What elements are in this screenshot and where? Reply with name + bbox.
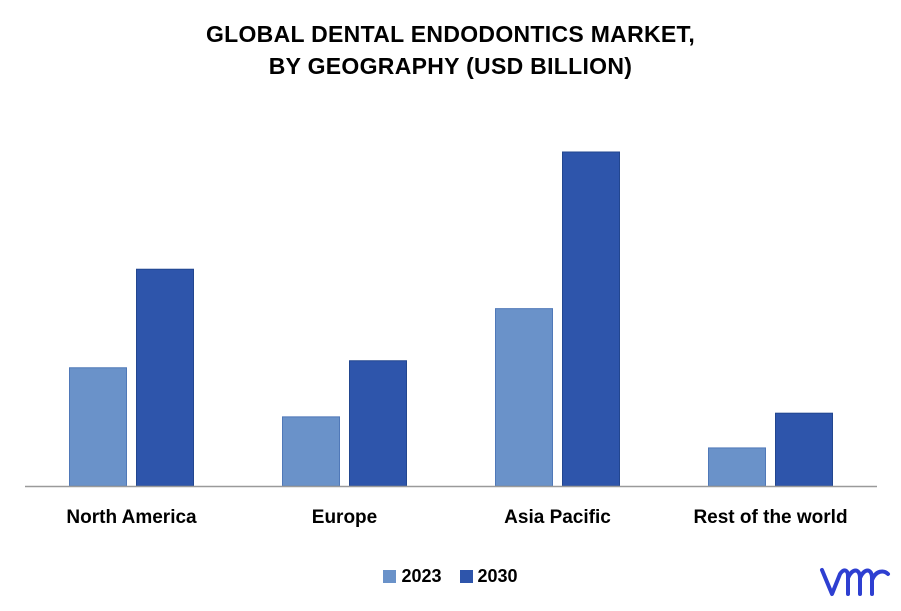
bar-2030-asia-pacific xyxy=(562,151,620,487)
legend-label-2023: 2023 xyxy=(401,566,442,586)
chart-title-line2: BY GEOGRAPHY (USD BILLION) xyxy=(268,53,633,79)
bar-2023-north-america xyxy=(69,367,127,487)
bar-2023-europe xyxy=(282,416,340,487)
legend-label-2030: 2030 xyxy=(477,566,518,586)
legend-swatch-2023 xyxy=(383,570,397,583)
chart-title-line1: GLOBAL DENTAL ENDODONTICS MARKET, xyxy=(205,21,696,47)
bar-2030-rest-of-the-world xyxy=(775,412,833,487)
bar-2023-asia-pacific xyxy=(495,308,553,487)
x-tick-label: North America xyxy=(66,507,197,528)
chart-title: GLOBAL DENTAL ENDODONTICS MARKET, BY GEO… xyxy=(0,18,901,82)
legend-swatch-2030 xyxy=(459,570,473,583)
bar-2023-rest-of-the-world xyxy=(708,447,766,487)
legend: 2023 2030 xyxy=(0,566,901,587)
vmr-logo xyxy=(820,568,890,596)
x-tick-label: Europe xyxy=(312,507,377,528)
legend-item-2023: 2023 xyxy=(383,566,442,587)
x-tick-label: Rest of the world xyxy=(693,507,847,528)
bar-2030-north-america xyxy=(136,268,194,487)
legend-item-2030: 2030 xyxy=(459,566,518,587)
x-tick-label: Asia Pacific xyxy=(504,507,611,528)
bar-2030-europe xyxy=(349,360,407,487)
